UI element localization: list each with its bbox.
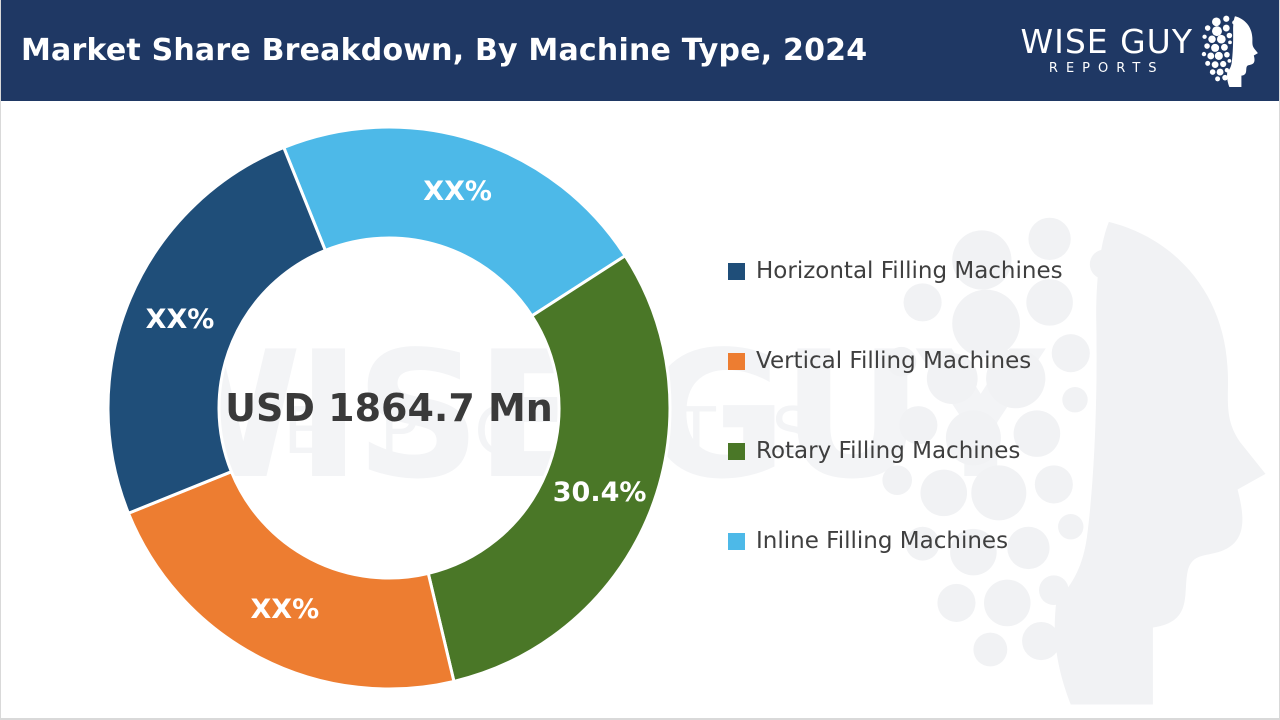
legend-item-rotary-filling-machines: Rotary Filling Machines — [728, 438, 1063, 464]
logo-wordmark: WISE GUY REPORTS — [1020, 21, 1193, 77]
donut-chart: XX% 30.4% XX% XX% — [106, 125, 672, 691]
legend-swatch-rotary-filling-machines — [728, 442, 745, 460]
logo-wordmark-sub: REPORTS — [1048, 61, 1165, 77]
donut-segment-inline-filling-machines — [282, 125, 627, 318]
logo-wordmark-main: WISE GUY — [1020, 21, 1193, 61]
chart-legend: Horizontal Filling Machines Vertical Fill… — [728, 258, 1063, 554]
segment-share-label-vertical-filling-machines: XX% — [250, 594, 319, 625]
legend-item-horizontal-filling-machines: Horizontal Filling Machines — [728, 258, 1063, 284]
legend-label-horizontal-filling-machines: Horizontal Filling Machines — [756, 258, 1063, 284]
legend-swatch-vertical-filling-machines — [728, 352, 745, 370]
watermark-wordmark-sub: REPORTS — [183, 395, 869, 469]
legend-item-inline-filling-machines: Inline Filling Machines — [728, 528, 1063, 554]
legend-label-rotary-filling-machines: Rotary Filling Machines — [756, 438, 1021, 464]
chart-center-value: USD 1864.7 Mn — [225, 386, 553, 430]
donut-segment-horizontal-filling-machines — [106, 145, 327, 515]
header: Market Share Breakdown, By Machine Type,… — [1, 0, 1279, 101]
legend-swatch-horizontal-filling-machines — [728, 262, 745, 280]
segment-share-label-horizontal-filling-machines: XX% — [146, 304, 215, 335]
legend-swatch-inline-filling-machines — [728, 532, 745, 550]
page-title: Market Share Breakdown, By Machine Type,… — [21, 33, 868, 68]
logo-face-icon — [1199, 11, 1261, 91]
segment-share-label-inline-filling-machines: XX% — [423, 176, 492, 207]
chart-area: WISE GUY REPORTS XX% 30.4% XX% XX% USD 1864… — [1, 101, 1279, 718]
legend-label-vertical-filling-machines: Vertical Filling Machines — [756, 348, 1032, 374]
legend-label-inline-filling-machines: Inline Filling Machines — [756, 528, 1009, 554]
donut-segment-vertical-filling-machines — [126, 470, 456, 691]
legend-item-vertical-filling-machines: Vertical Filling Machines — [728, 348, 1063, 374]
donut-segment-rotary-filling-machines — [426, 254, 672, 683]
brand-logo: WISE GUY REPORTS — [1020, 11, 1261, 91]
segment-share-label-rotary-filling-machines: 30.4% — [553, 477, 647, 508]
